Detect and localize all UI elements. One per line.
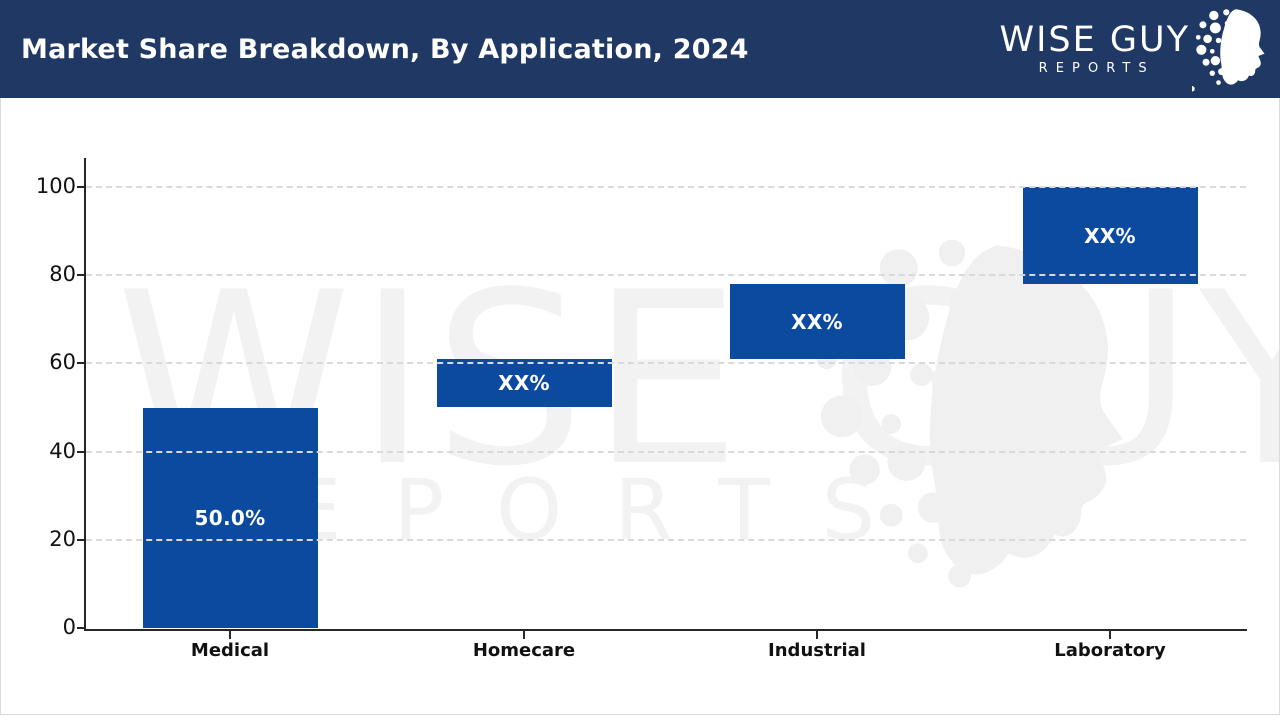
y-tick-label: 80 [49,262,76,287]
y-tick-label: 0 [62,615,76,639]
bar-value-label: XX% [498,371,550,396]
y-tick-label: 40 [49,438,76,463]
bar-medical: 50.0% [142,407,318,628]
gridline-60 [86,362,1246,365]
x-category-label-laboratory: Laboratory [1054,640,1166,661]
y-tick-mark [77,274,85,277]
x-tick-mark [229,631,231,639]
chart-title: Market Share Breakdown, By Application, … [21,33,749,65]
logo-wordmark: WISE GUY [999,20,1190,60]
gridline-40 [86,450,1246,453]
logo-text: WISE GUY REPORTS [999,20,1190,76]
x-category-label-homecare: Homecare [472,640,576,661]
wise-guy-reports-logo: WISE GUY REPORTS [999,5,1280,93]
x-tick-mark [1109,631,1111,639]
y-tick-label: 100 [35,174,76,198]
y-tick-mark [77,627,85,629]
gridline-20 [86,538,1246,541]
y-tick-mark [77,186,85,188]
bar-industrial: XX% [729,284,905,359]
logo-subtitle: REPORTS [1038,61,1155,76]
x-axis-line [84,629,1247,631]
gridline-100 [86,186,1246,188]
y-tick-label: 60 [49,350,76,375]
y-tick-mark [77,450,85,453]
y-tick-mark [77,538,85,541]
x-tick-mark [523,631,525,639]
y-tick-label: 20 [49,526,76,551]
bar-homecare: XX% [436,358,612,408]
y-tick-mark [77,362,85,365]
x-category-label-medical: Medical [190,640,270,661]
logo-head-icon [1192,9,1265,92]
bar-value-label: XX% [1084,223,1136,248]
x-category-label-industrial: Industrial [768,640,866,661]
bar-value-label: 50.0% [194,505,266,530]
bar-value-label: XX% [791,309,843,334]
bar-laboratory: XX% [1022,187,1198,285]
x-tick-mark [816,631,818,639]
gridline-80 [86,274,1246,277]
y-axis-line [84,158,86,631]
header-band: Market Share Breakdown, By Application, … [0,0,1280,98]
